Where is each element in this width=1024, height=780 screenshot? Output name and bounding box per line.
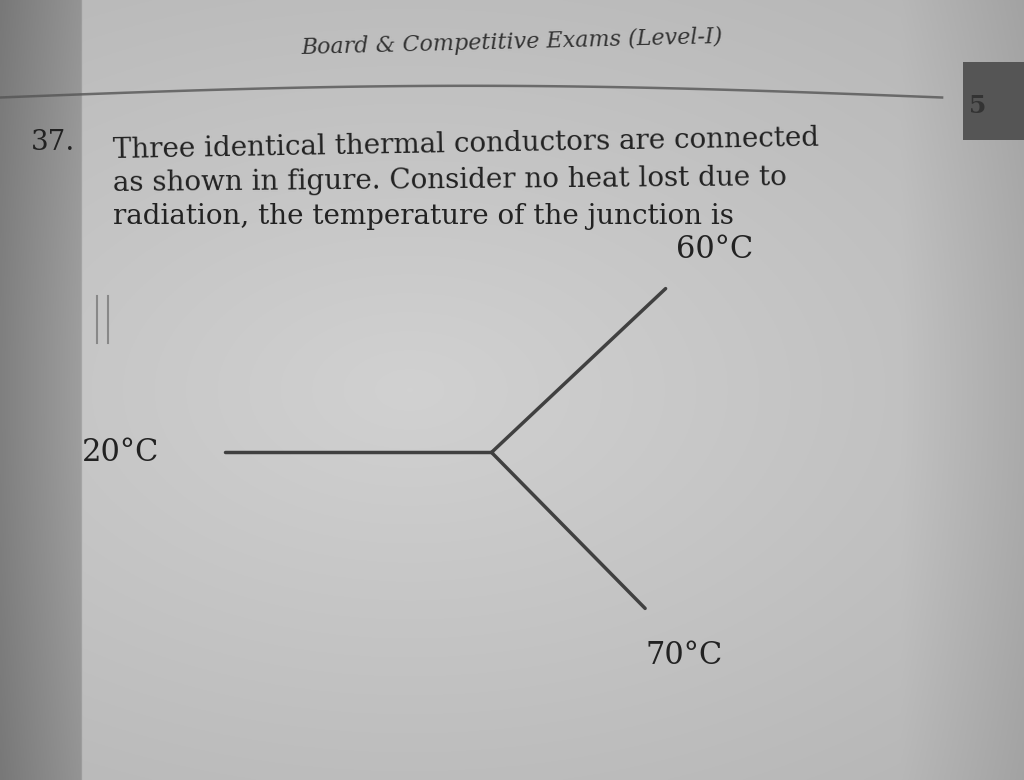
Text: radiation, the temperature of the junction is: radiation, the temperature of the juncti… — [113, 203, 733, 230]
Text: 70°C: 70°C — [645, 640, 722, 671]
Text: as shown in figure. Consider no heat lost due to: as shown in figure. Consider no heat los… — [113, 164, 786, 197]
Bar — [963, 62, 1024, 140]
Text: Board & Competitive Exams (Level-I): Board & Competitive Exams (Level-I) — [301, 26, 723, 58]
Text: 37.: 37. — [31, 129, 75, 156]
Text: Three identical thermal conductors are connected: Three identical thermal conductors are c… — [113, 125, 819, 164]
Text: 60°C: 60°C — [676, 234, 753, 265]
Text: 20°C: 20°C — [82, 437, 160, 468]
Text: 5: 5 — [970, 94, 986, 118]
